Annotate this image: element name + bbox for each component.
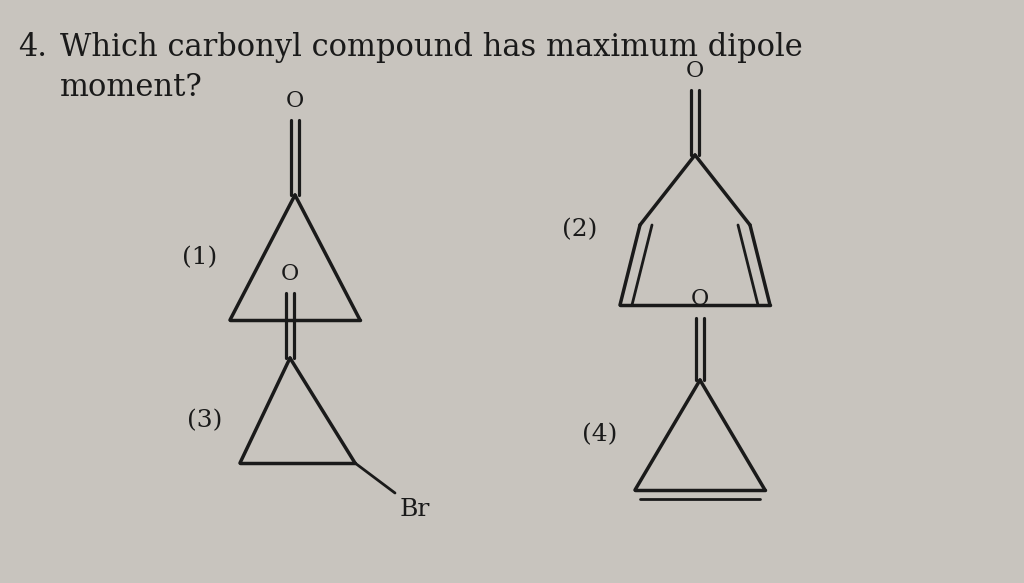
Text: O: O <box>286 90 304 112</box>
Text: Br: Br <box>400 498 430 521</box>
Text: (1): (1) <box>182 246 218 269</box>
Text: Which carbonyl compound has maximum dipole: Which carbonyl compound has maximum dipo… <box>60 32 803 63</box>
Text: (4): (4) <box>583 423 617 447</box>
Text: (2): (2) <box>562 219 598 241</box>
Text: moment?: moment? <box>60 72 203 103</box>
Text: 4.: 4. <box>18 32 47 63</box>
Text: O: O <box>281 263 299 285</box>
Text: O: O <box>691 288 710 310</box>
Text: (3): (3) <box>187 409 222 432</box>
Text: O: O <box>686 60 705 82</box>
